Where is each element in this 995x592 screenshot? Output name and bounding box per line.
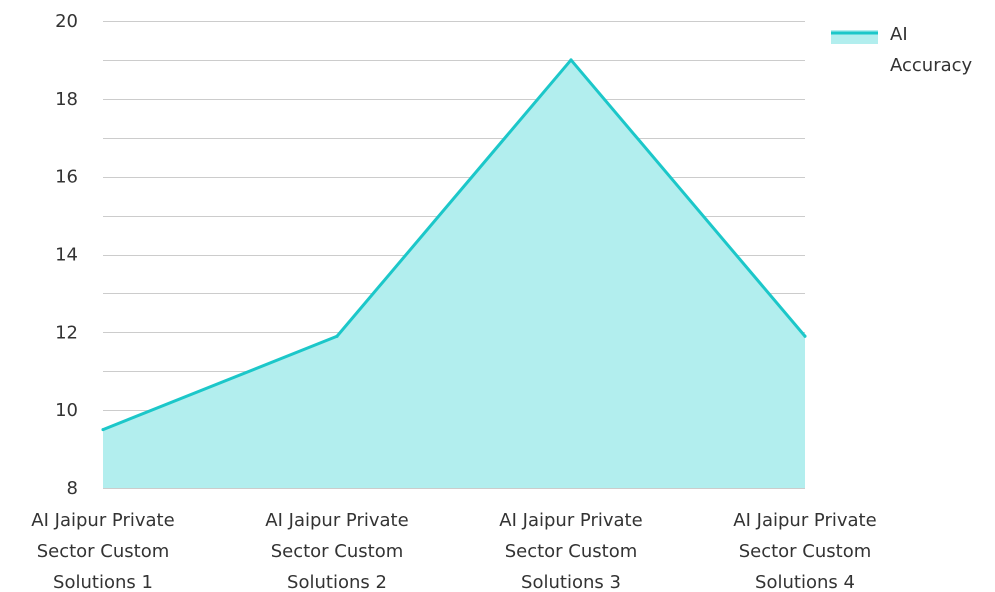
data-point	[569, 58, 573, 62]
series-line-segment	[569, 58, 807, 338]
data-point	[101, 428, 105, 432]
series-area-fill	[103, 59, 805, 489]
x-axis-ticks: AI Jaipur Private Sector Custom Solutions …	[31, 510, 876, 592]
data-point	[803, 334, 807, 338]
y-axis-ticks: 8 10 12 14 16 18 20	[55, 11, 78, 499]
x-tick-label: AI Jaipur Private Sector Custom Solutions …	[31, 510, 174, 592]
y-tick-label: 12	[55, 322, 78, 343]
x-tick-label: AI Jaipur Private Sector Custom Solutions …	[733, 510, 876, 592]
legend: AI Accuracy	[831, 24, 973, 76]
series-line-segment	[101, 334, 339, 432]
y-tick-label: 20	[55, 11, 78, 32]
y-tick-label: 14	[55, 245, 78, 266]
data-point	[335, 334, 339, 338]
x-tick-label: AI Jaipur Private Sector Custom Solutions …	[499, 510, 642, 592]
y-tick-label: 18	[55, 89, 78, 110]
x-tick-label: AI Jaipur Private Sector Custom Solutions …	[265, 510, 408, 592]
y-tick-label: 10	[55, 400, 78, 421]
series-line-segment	[335, 58, 573, 338]
y-tick-label: 8	[67, 478, 78, 499]
series-area-layer	[101, 58, 807, 489]
legend-label: AI Accuracy	[890, 24, 973, 76]
y-tick-label: 16	[55, 167, 78, 188]
